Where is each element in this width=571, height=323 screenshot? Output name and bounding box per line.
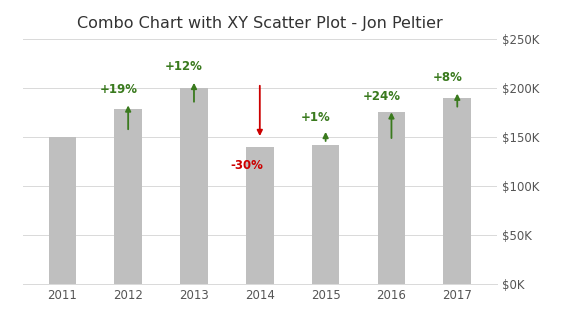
Bar (246, 147, 274, 284)
Bar (377, 112, 405, 284)
Text: -30%: -30% (230, 159, 263, 172)
Text: +1%: +1% (301, 111, 331, 124)
Bar (444, 98, 471, 284)
Bar (114, 109, 142, 284)
Bar (312, 145, 339, 284)
Text: +19%: +19% (99, 83, 137, 96)
Text: +8%: +8% (432, 71, 463, 84)
Bar (180, 88, 208, 284)
Text: +12%: +12% (165, 60, 203, 73)
Title: Combo Chart with XY Scatter Plot - Jon Peltier: Combo Chart with XY Scatter Plot - Jon P… (77, 16, 443, 31)
Bar (49, 137, 76, 284)
Text: +24%: +24% (363, 89, 401, 103)
